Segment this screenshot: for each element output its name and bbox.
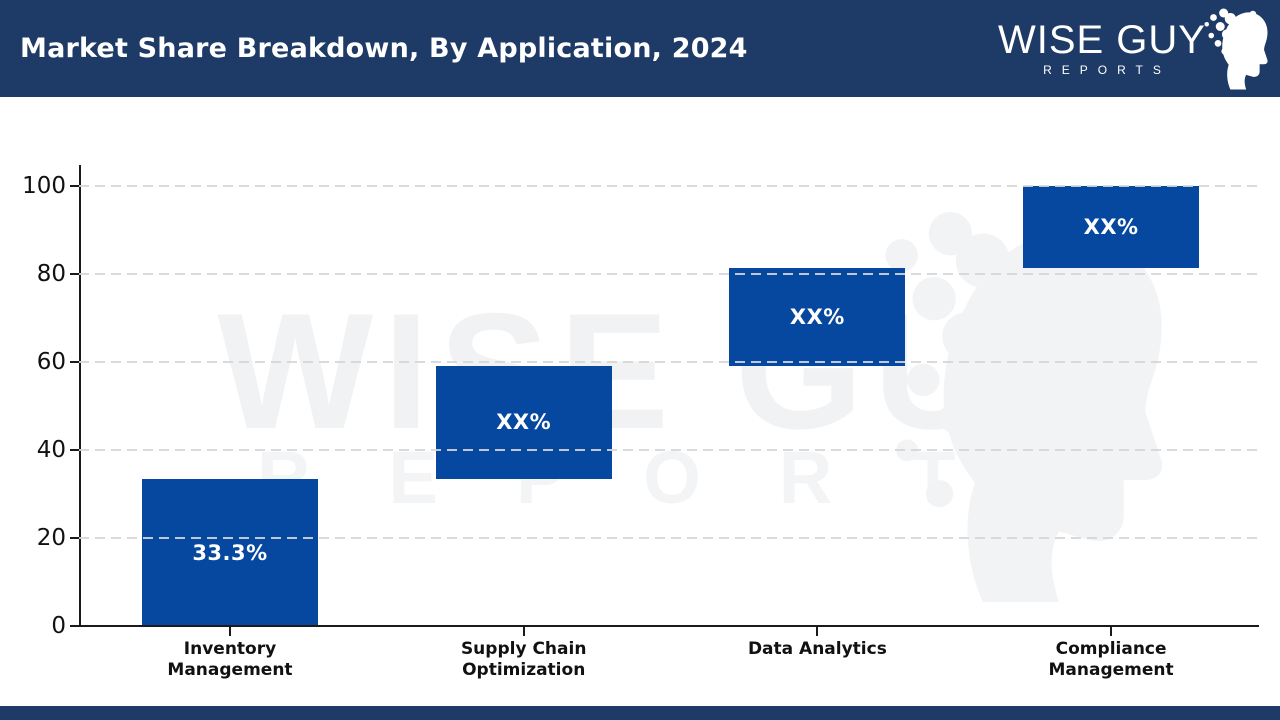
- y-tick-mark: [70, 185, 79, 187]
- bar-value-label: XX%: [789, 304, 845, 329]
- x-category-label: Data Analytics: [747, 639, 887, 659]
- y-axis-line: [79, 165, 81, 625]
- chart-title: Market Share Breakdown, By Application, …: [20, 33, 748, 64]
- bar-value-label: XX%: [496, 410, 552, 435]
- x-category-label: Compliance Management: [1048, 639, 1174, 680]
- bar-segment: XX%: [435, 365, 612, 480]
- y-tick-label: 40: [36, 437, 66, 463]
- y-tick-mark: [70, 273, 79, 275]
- bar-value-label: 33.3%: [192, 540, 268, 565]
- x-tick-mark: [1110, 627, 1113, 636]
- y-tick-mark: [70, 449, 79, 451]
- footer-band: [0, 706, 1280, 720]
- gridline-y100: [79, 185, 1259, 187]
- x-tick-mark: [522, 627, 525, 636]
- x-category-label: Inventory Management: [167, 639, 293, 680]
- logo-head-icon: [1204, 8, 1268, 89]
- bar-value-label: XX%: [1083, 214, 1139, 239]
- y-tick-label: 0: [51, 613, 66, 639]
- bar-segment: 33.3%: [142, 479, 318, 626]
- logo-brand-subtitle: REPORTS: [1043, 63, 1171, 77]
- x-tick-mark: [229, 627, 231, 636]
- gridline-y40: [79, 449, 1259, 451]
- bar-segment: XX%: [729, 267, 906, 366]
- y-tick-label: 80: [36, 261, 66, 287]
- y-tick-mark: [70, 537, 79, 539]
- gridline-y80: [79, 273, 1259, 275]
- chart-body: WISE GUY REPORTS 0 20 40 60 80 100 33.3% Invent…: [0, 97, 1280, 706]
- logo-brand-name: WISE GUY: [997, 18, 1206, 62]
- y-tick-label: 20: [36, 525, 66, 551]
- x-tick-mark: [816, 627, 819, 636]
- watermark-head-icon: [858, 212, 1163, 602]
- y-tick-label: 60: [36, 349, 66, 375]
- x-axis-line: [79, 625, 1259, 627]
- bar-segment: XX%: [1023, 186, 1200, 268]
- y-tick-label: 100: [22, 173, 66, 199]
- y-tick-mark: [70, 361, 79, 363]
- wise-guy-logo: WISE GUY REPORTS: [998, 8, 1272, 90]
- gridline-y60: [79, 361, 1259, 363]
- header-band: Market Share Breakdown, By Application, …: [0, 0, 1280, 97]
- gridline-y20: [79, 537, 1259, 539]
- logo-text: WISE GUY REPORTS: [998, 20, 1206, 77]
- y-tick-mark: [70, 625, 79, 627]
- x-category-label: Supply Chain Optimization: [460, 639, 587, 680]
